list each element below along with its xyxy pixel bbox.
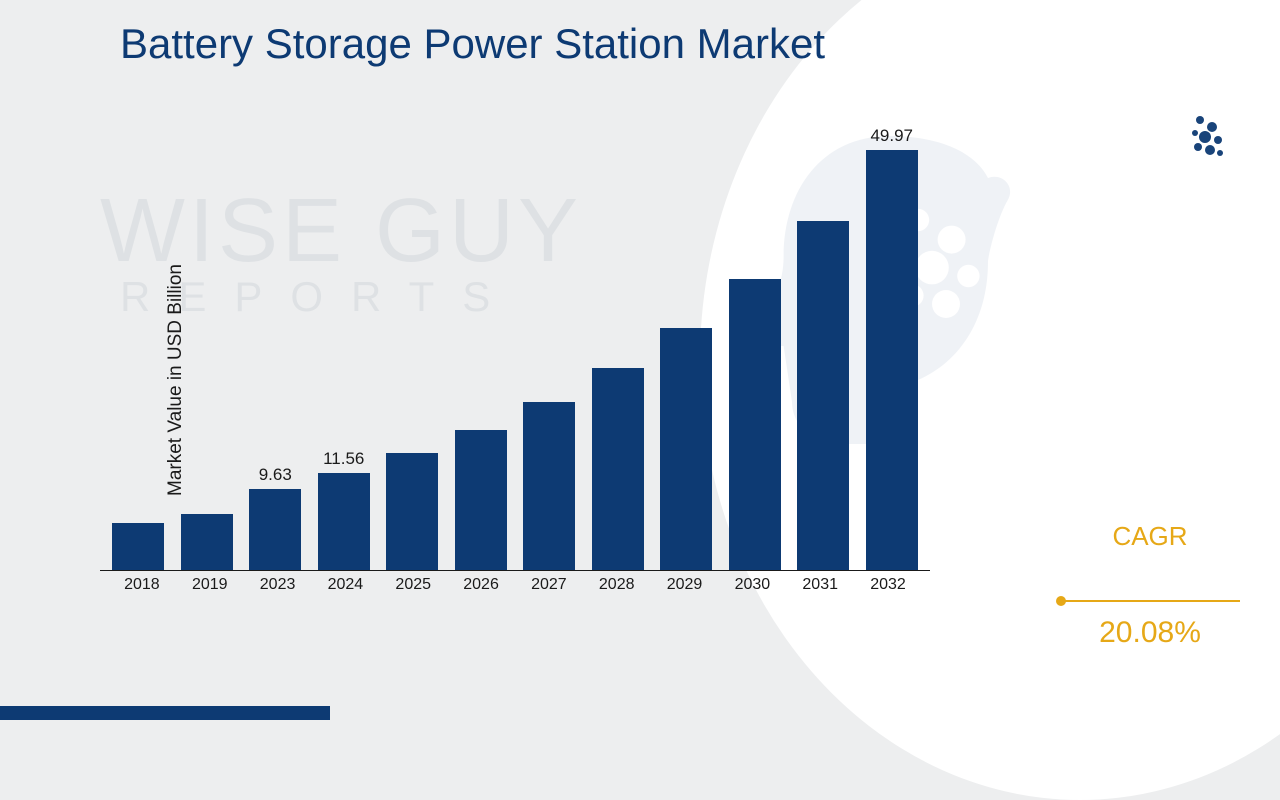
bar — [729, 279, 781, 570]
bar — [181, 514, 233, 570]
bar — [523, 402, 575, 570]
bar-value-label: 9.63 — [259, 465, 292, 485]
bar — [592, 368, 644, 570]
bar — [866, 150, 918, 570]
bar — [660, 328, 712, 570]
bar-value-label: 49.97 — [870, 126, 913, 146]
bottom-accent-bar — [0, 706, 330, 720]
bar-group: 49.97 — [862, 150, 923, 570]
bar-group — [588, 368, 649, 570]
cagr-value: 20.08% — [1060, 616, 1240, 650]
brand-logo: WISE GUY REPORTS — [1064, 20, 1250, 75]
bar-group — [108, 523, 169, 570]
x-tick-label: 2030 — [718, 576, 786, 594]
x-tick-label: 2031 — [786, 576, 854, 594]
chart-title: Battery Storage Power Station Market — [120, 20, 825, 68]
x-tick-label: 2018 — [108, 576, 176, 594]
brand-sub: REPORTS — [1064, 57, 1250, 75]
bar-chart: Market Value in USD Billion 9.6311.5649.… — [50, 150, 930, 610]
bar-group: 11.56 — [314, 473, 375, 570]
bar-group — [451, 430, 512, 570]
cagr-title: CAGR — [1060, 521, 1240, 552]
bar-group — [656, 328, 717, 570]
cagr-period: (2019-2032) — [1060, 554, 1240, 582]
bar — [112, 523, 164, 570]
bar — [249, 489, 301, 570]
bar — [797, 221, 849, 570]
bar — [318, 473, 370, 570]
x-tick-label: 2029 — [651, 576, 719, 594]
x-tick-label: 2027 — [515, 576, 583, 594]
brand-head-icon — [1140, 85, 1240, 205]
plot-area: 9.6311.5649.97 — [100, 150, 930, 570]
x-tick-label: 2025 — [379, 576, 447, 594]
x-tick-label: 2019 — [176, 576, 244, 594]
x-tick-label: 2024 — [311, 576, 379, 594]
bar-group — [793, 221, 854, 570]
brand-main: WISE GUY — [1064, 20, 1250, 59]
bar — [386, 453, 438, 570]
bar-group — [382, 453, 443, 570]
x-tick-label: 2023 — [244, 576, 312, 594]
cagr-block: CAGR (2019-2032) 20.08% — [1060, 521, 1240, 650]
x-tick-label: 2028 — [583, 576, 651, 594]
x-tick-label: 2026 — [447, 576, 515, 594]
x-axis-labels: 2018201920232024202520262027202820292030… — [100, 576, 930, 594]
bar-group — [725, 279, 786, 570]
bar-group — [519, 402, 580, 570]
bar-value-label: 11.56 — [323, 449, 364, 469]
x-axis-line — [100, 570, 930, 571]
x-tick-label: 2032 — [854, 576, 922, 594]
bar-group: 9.63 — [245, 489, 306, 570]
bar — [455, 430, 507, 570]
bar-group — [177, 514, 238, 570]
cagr-divider — [1060, 600, 1240, 602]
